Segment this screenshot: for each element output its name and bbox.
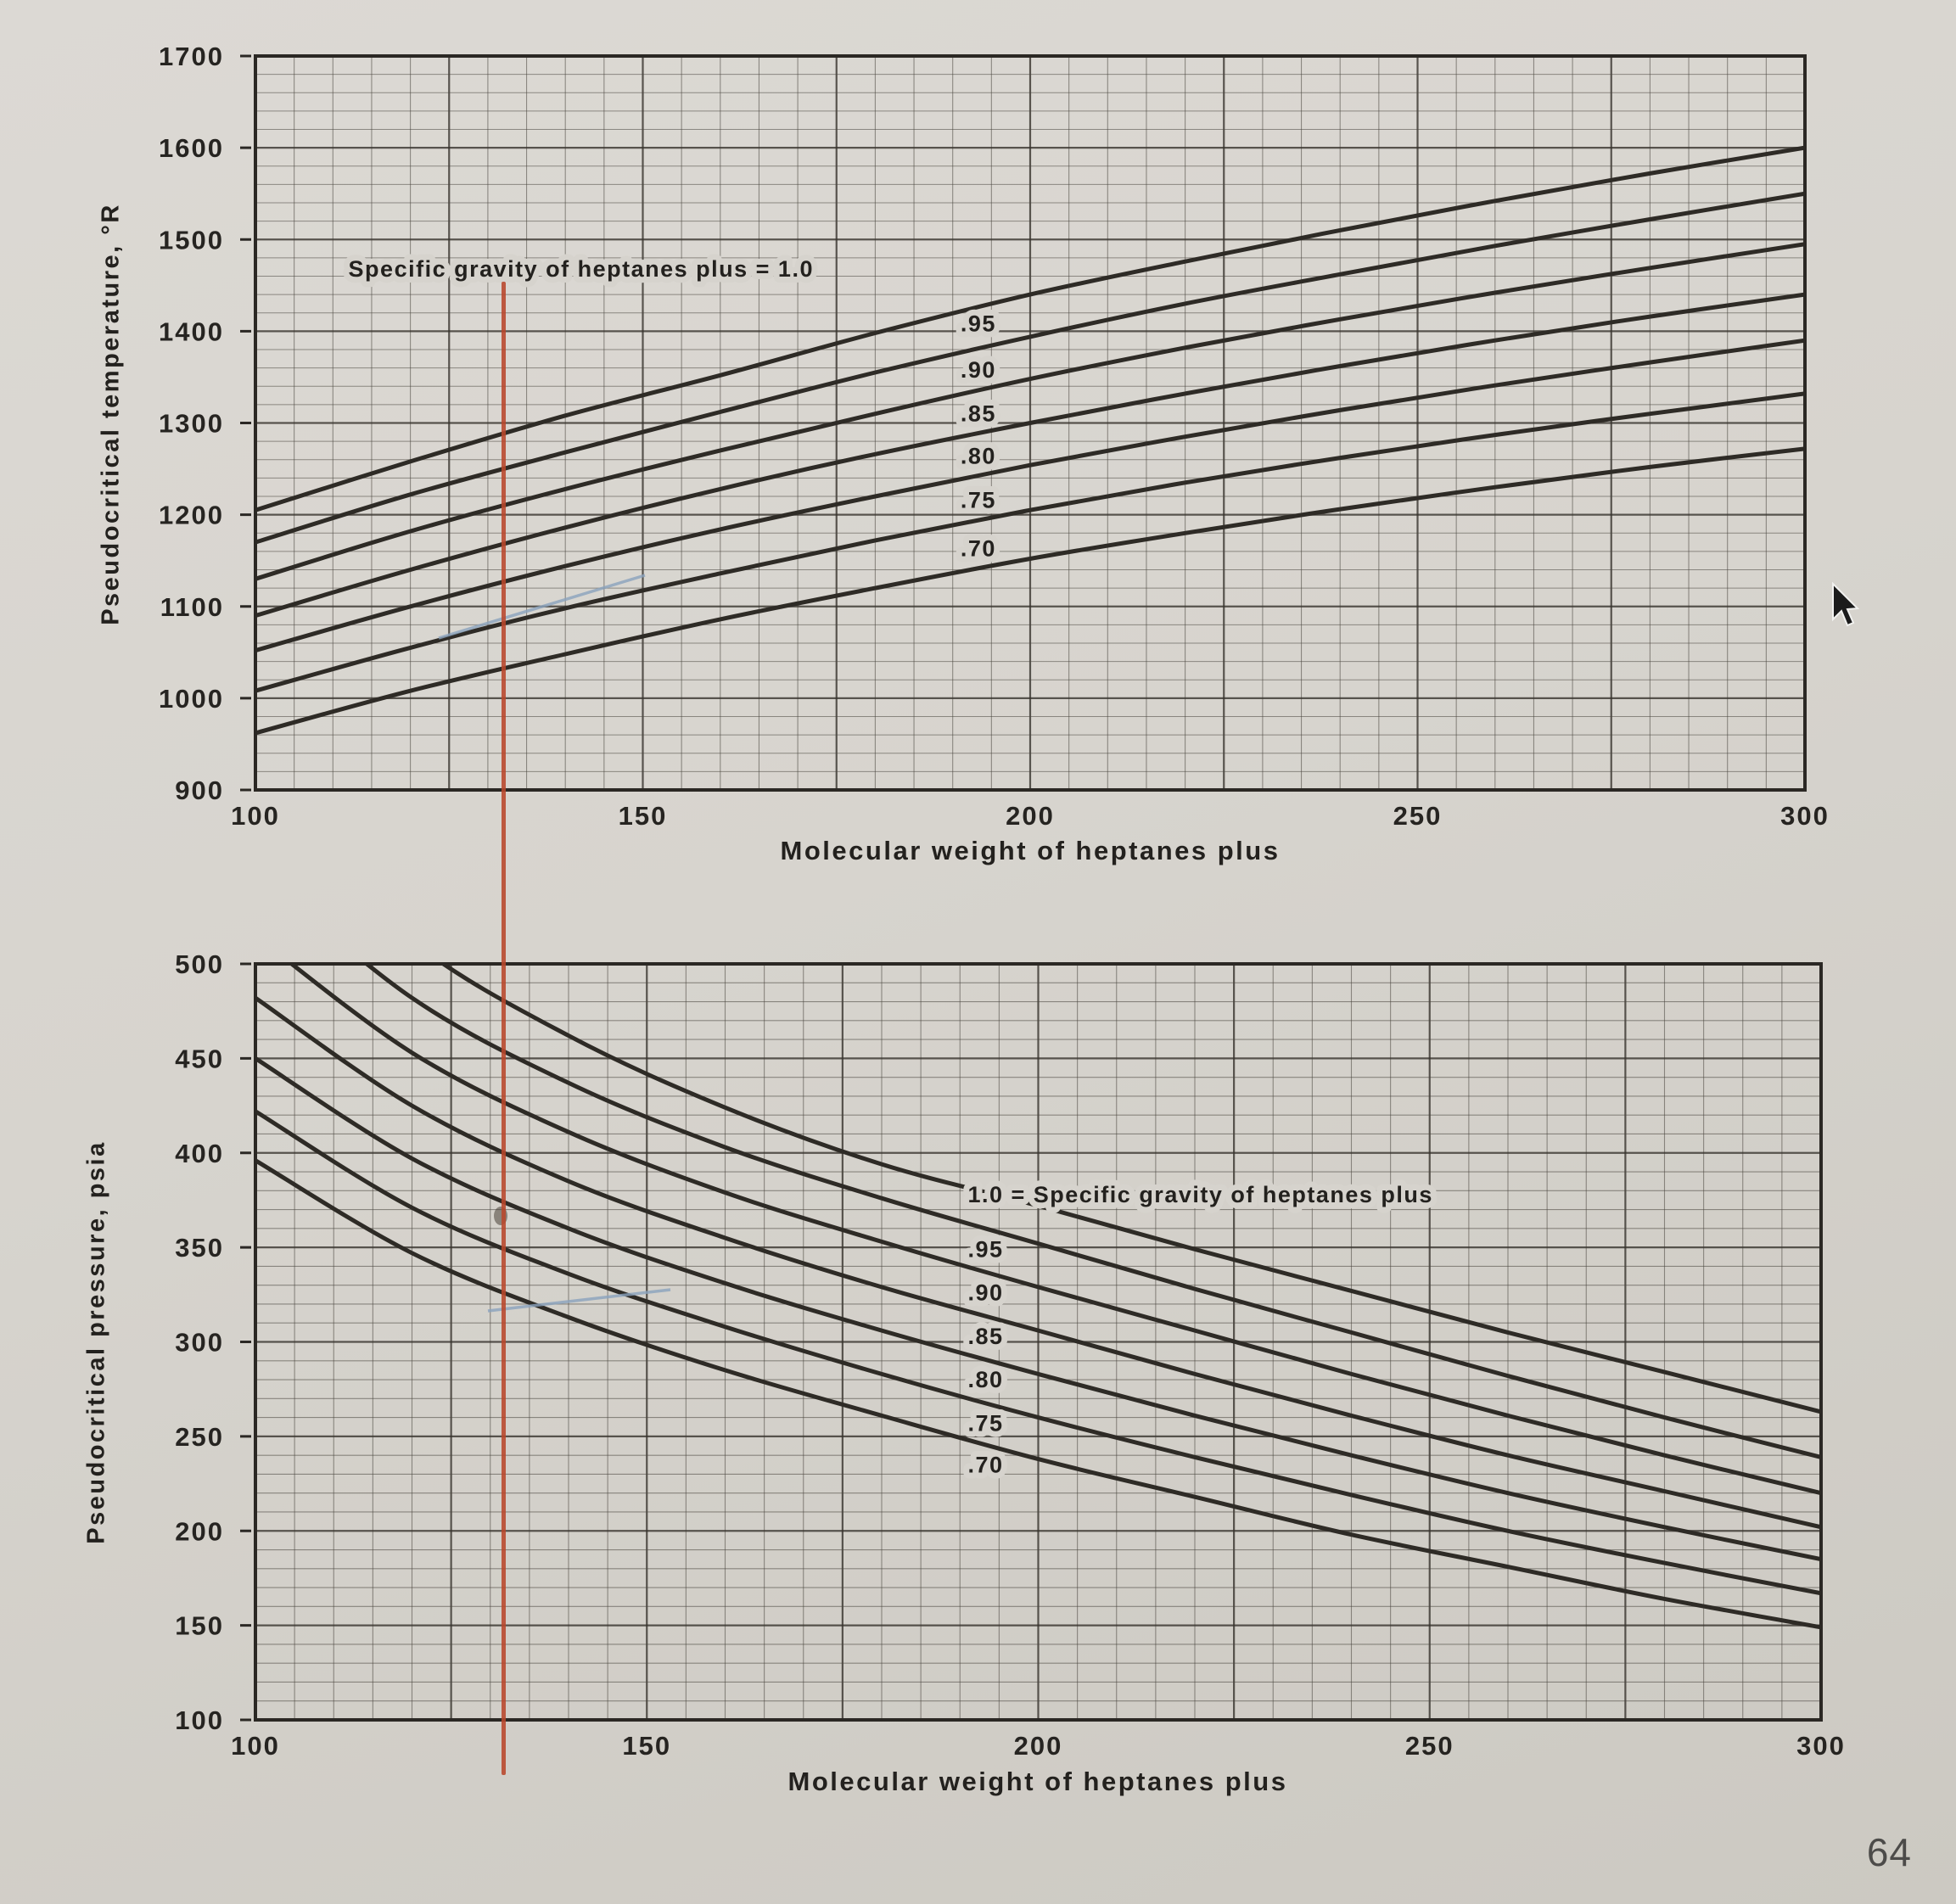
curve-sg-0.95 xyxy=(363,964,1821,1459)
x-axis-title-pressure: Molecular weight of heptanes plus xyxy=(787,1767,1288,1796)
curve-sg-0.80 xyxy=(255,1056,1821,1562)
x-tick-label: 100 xyxy=(231,1731,280,1761)
y-tick-label: 1300 xyxy=(159,409,224,439)
curve-label: .70 xyxy=(961,536,996,562)
curve-label: .85 xyxy=(967,1324,1003,1349)
curve-label: .90 xyxy=(961,357,996,383)
curve-label: .90 xyxy=(967,1280,1003,1306)
curve-label: 1.0 = Specific gravity of heptanes plus xyxy=(967,1182,1432,1207)
curve-sg-0.85 xyxy=(255,995,1821,1530)
y-tick-label: 300 xyxy=(175,1328,224,1358)
y-tick-label: 450 xyxy=(175,1044,224,1073)
y-tick-label: 1100 xyxy=(160,592,224,622)
curve-sg-1.0 xyxy=(440,964,1821,1414)
curve-label: .80 xyxy=(961,443,996,468)
curve-sg-1.0 xyxy=(255,145,1805,512)
curve-label: .75 xyxy=(967,1410,1003,1436)
y-axis-title-pressure: Pseudocritical pressure, psia xyxy=(82,1140,110,1544)
curve-sg-0.85 xyxy=(255,292,1805,619)
mouse-cursor xyxy=(1832,582,1860,627)
x-tick-label: 100 xyxy=(231,801,280,831)
curve-sg-0.95 xyxy=(255,191,1805,545)
plot-border xyxy=(254,54,1807,792)
curve-sg-0.90 xyxy=(255,242,1805,581)
y-tick-label: 500 xyxy=(175,949,224,979)
x-tick-label: 150 xyxy=(622,1731,671,1761)
y-tick-label: 250 xyxy=(175,1422,224,1452)
x-tick-label: 150 xyxy=(619,801,668,831)
page-number: 64 xyxy=(1866,1830,1912,1874)
x-axis-title-temperature: Molecular weight of heptanes plus xyxy=(780,836,1281,865)
chart-area-1: 100 150 200 250 300 350 400 450 500 100 150 200 250 3… xyxy=(175,949,1846,1761)
curve-label: .85 xyxy=(961,401,996,427)
curve-label: Specific gravity of heptanes plus = 1.0 xyxy=(349,256,814,282)
curve-label: .70 xyxy=(967,1452,1003,1477)
y-axis-title-temperature: Pseudocritical temperature, °R xyxy=(97,203,125,625)
y-tick-label: 1000 xyxy=(159,684,224,714)
plot-border xyxy=(254,962,1823,1722)
x-tick-label: 200 xyxy=(1014,1731,1063,1761)
curve-sg-0.70 xyxy=(255,1158,1821,1630)
curve-sg-0.75 xyxy=(255,391,1805,693)
x-tick-label: 300 xyxy=(1780,801,1830,831)
y-tick-label: 100 xyxy=(175,1705,224,1735)
y-tick-label: 900 xyxy=(175,776,224,805)
pencil-mark xyxy=(487,1288,671,1313)
y-tick-label: 350 xyxy=(175,1233,224,1263)
y-tick-label: 200 xyxy=(175,1516,224,1546)
curve-sg-0.90 xyxy=(288,964,1821,1496)
curve-sg-0.80 xyxy=(255,338,1805,653)
y-tick-label: 150 xyxy=(175,1611,224,1641)
x-tick-label: 300 xyxy=(1796,1731,1846,1761)
y-tick-label: 1200 xyxy=(159,501,224,530)
pencil-mark xyxy=(438,574,646,640)
curve-label: .75 xyxy=(961,487,996,512)
reading-line xyxy=(501,282,506,1775)
x-tick-label: 250 xyxy=(1393,801,1443,831)
y-tick-label: 400 xyxy=(175,1139,224,1168)
y-tick-label: 1600 xyxy=(159,133,224,163)
curve-label: .95 xyxy=(967,1236,1003,1262)
curve-label: .95 xyxy=(961,311,996,337)
x-tick-label: 250 xyxy=(1405,1731,1454,1761)
curve-sg-0.70 xyxy=(255,446,1805,736)
y-tick-label: 1500 xyxy=(159,225,224,255)
y-tick-label: 1700 xyxy=(159,42,224,71)
curve-label: .80 xyxy=(967,1367,1003,1392)
curve-sg-0.75 xyxy=(255,1109,1821,1596)
x-tick-label: 200 xyxy=(1006,801,1055,831)
chart-area-0: 900 1000 1100 1200 1300 1400 1500 1600 1700 100 15… xyxy=(159,42,1830,831)
y-tick-label: 1400 xyxy=(159,316,224,346)
